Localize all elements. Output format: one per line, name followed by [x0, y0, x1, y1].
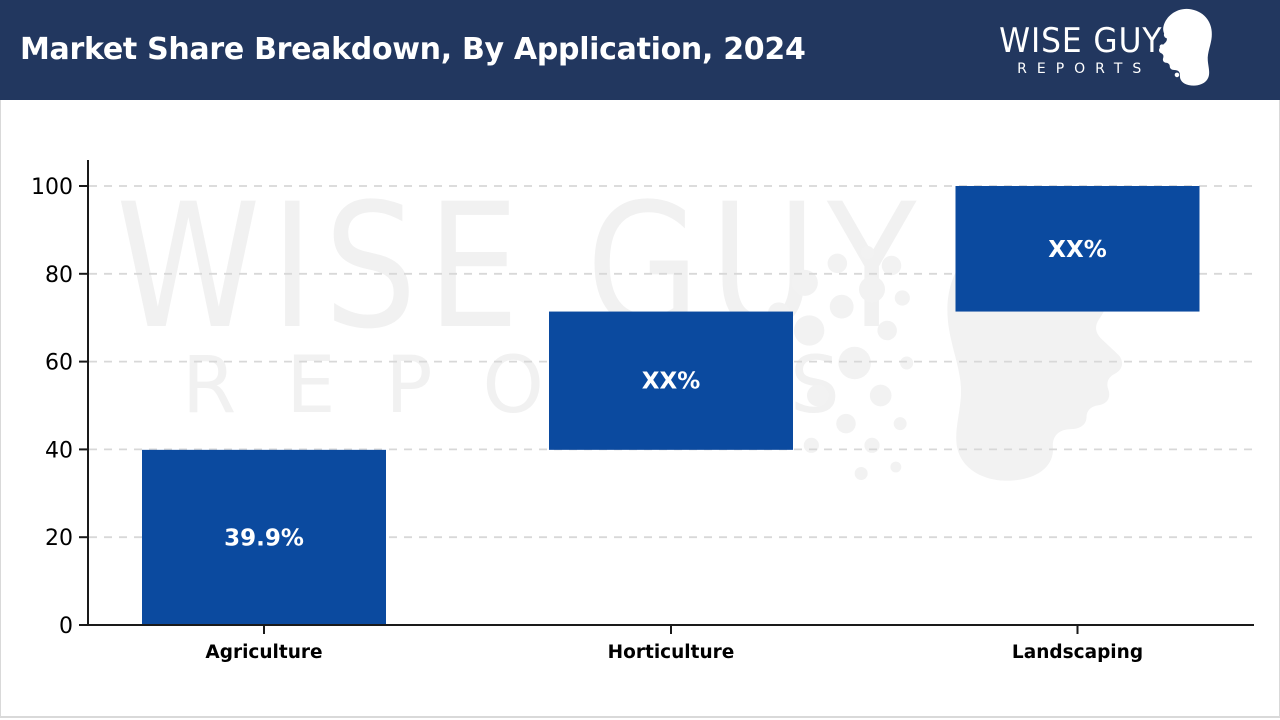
- x-tick-label: Landscaping: [1012, 642, 1143, 663]
- x-tick-label: Agriculture: [205, 642, 322, 663]
- bar-value-label: XX%: [642, 369, 701, 395]
- bar-chart: 39.9% XX% XX% 0 20 40 60 80 100 Agriculture Hortic…: [31, 160, 1254, 663]
- y-tick-label: 80: [45, 263, 73, 288]
- bar-landscaping: [955, 186, 1200, 312]
- y-tick-label: 40: [45, 438, 73, 463]
- bar-horticulture: [549, 311, 793, 450]
- logo-face-dots-icon: [1158, 8, 1212, 86]
- logo-sub-text: REPORTS: [1017, 60, 1152, 77]
- bar-agriculture: [142, 449, 386, 625]
- bar-value-label: 39.9%: [224, 525, 304, 551]
- x-tick-label: Horticulture: [608, 642, 735, 663]
- bar-value-label: XX%: [1048, 237, 1107, 263]
- logo-text: WISE GUY REPORTS: [992, 24, 1170, 77]
- wise-guy-reports-logo: WISE GUY REPORTS: [992, 0, 1274, 100]
- y-tick-label: 20: [45, 526, 73, 551]
- logo-name-text: WISE GUY: [999, 20, 1163, 61]
- chart-title: Market Share Breakdown, By Application, …: [20, 32, 806, 67]
- y-tick-label: 0: [59, 614, 73, 639]
- y-tick-label: 100: [31, 175, 73, 200]
- y-tick-label: 60: [45, 351, 73, 376]
- header-bar: Market Share Breakdown, By Application, …: [0, 0, 1280, 100]
